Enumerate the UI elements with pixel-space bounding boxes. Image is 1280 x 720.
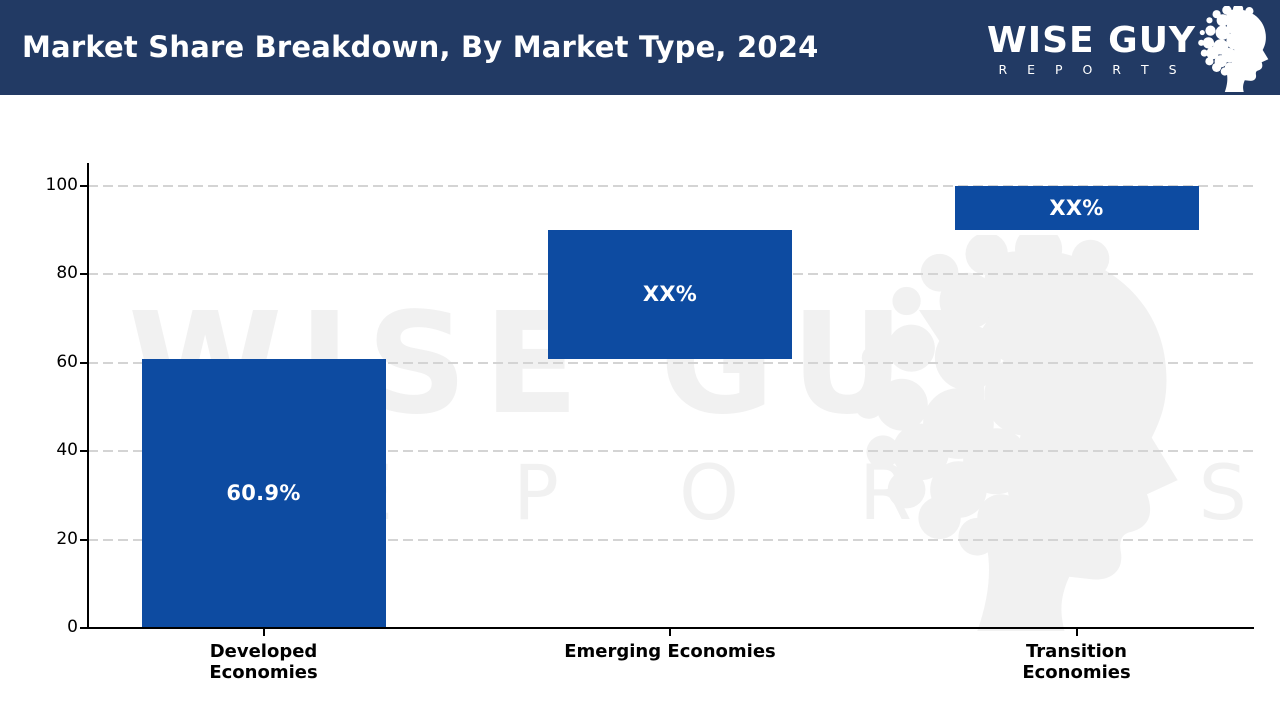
head-dots: [854, 235, 1122, 573]
watermark-head-icon: [854, 235, 1178, 631]
brand-sub-label: R E P O R T S: [998, 62, 1185, 77]
x-tick-0: [262, 629, 265, 636]
y-tick-100: [80, 185, 87, 187]
y-tick-40: [80, 450, 87, 453]
y-tick-label-80: 80: [56, 263, 78, 284]
bar-label-2: XX%: [1049, 196, 1104, 221]
bar-1: XX%: [548, 230, 792, 359]
chart-title: Market Share Breakdown, By Market Type, …: [22, 30, 819, 64]
gridline-20: [88, 538, 1253, 541]
x-axis-line: [87, 627, 1254, 629]
y-tick-20: [80, 538, 87, 541]
y-tick-80: [80, 273, 87, 276]
gridline-40: [88, 450, 1253, 453]
y-tick-60: [80, 361, 87, 364]
y-tick-label-100: 100: [45, 175, 78, 195]
x-tick-2: [1075, 629, 1078, 636]
bar-label-0: 60.9%: [226, 481, 301, 506]
x-tick-1: [669, 629, 671, 636]
brand-name-label: WISE GUY: [986, 20, 1196, 61]
x-category-label-2: Transition Economies: [1022, 641, 1131, 683]
brand-head-icon: [1198, 6, 1269, 92]
y-tick-label-20: 20: [56, 528, 78, 549]
y-tick-label-40: 40: [56, 440, 78, 461]
bar-2: XX%: [954, 186, 1199, 231]
header-bar: Market Share Breakdown, By Market Type, …: [0, 0, 1280, 95]
bar-label-1: XX%: [642, 282, 698, 307]
gridline-100: [88, 185, 1253, 187]
gridline-60: [88, 361, 1253, 364]
brand-text: WISE GUY R E P O R T S: [987, 22, 1196, 78]
bar-0: 60.9%: [141, 358, 386, 628]
x-category-label-0: Developed Economies: [209, 641, 318, 683]
y-tick-0: [80, 627, 87, 629]
y-tick-label-0: 0: [67, 617, 78, 637]
y-axis-line: [87, 163, 89, 629]
y-tick-label-60: 60: [56, 351, 78, 372]
x-category-label-1: Emerging Economies: [564, 641, 776, 662]
brand-logo: WISE GUY R E P O R T S: [987, 4, 1270, 92]
